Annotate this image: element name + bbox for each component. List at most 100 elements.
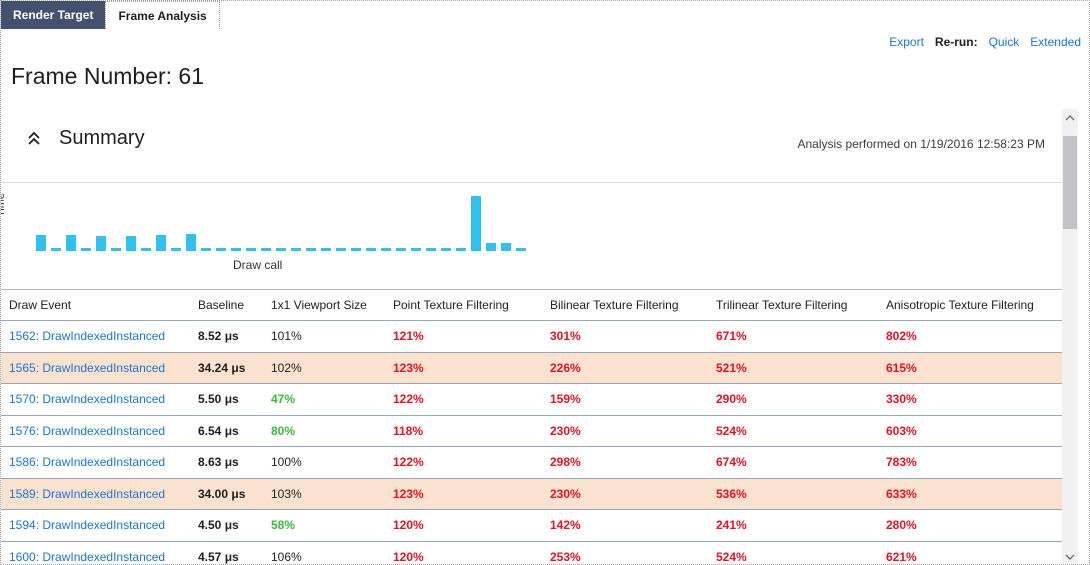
chart-bar[interactable] [66,235,76,251]
draw-event-link[interactable]: 1576: DrawIndexedInstanced [9,423,166,438]
trilinear-cell: 521% [716,360,747,375]
chart-bar[interactable] [111,248,121,251]
trilinear-cell: 290% [716,392,747,407]
point-cell: 120% [393,549,424,564]
trilinear-cell: 536% [716,486,747,501]
table-row[interactable]: 1586: DrawIndexedInstanced 8.63 μs 100% 122… [1,447,1064,479]
draw-event-link[interactable]: 1600: DrawIndexedInstanced [9,549,166,564]
chart-bar[interactable] [231,248,241,251]
baseline-cell: 34.24 μs [198,360,246,375]
collapse-chevrons-icon[interactable] [25,131,43,147]
chart-bar[interactable] [156,235,166,251]
chart-bar[interactable] [276,248,286,251]
table-row[interactable]: 1570: DrawIndexedInstanced 5.50 μs 47% 122%… [1,384,1064,416]
chart-bar[interactable] [81,248,91,251]
chart-bar[interactable] [246,248,256,251]
chart-bar[interactable] [186,234,196,251]
bilinear-cell: 159% [550,392,581,407]
viewport-cell: 103% [271,486,302,501]
table-header-row: Draw Event Baseline 1x1 Viewport Size Point… [1,289,1064,321]
vertical-scrollbar[interactable] [1062,109,1078,564]
point-cell: 118% [393,423,424,438]
bilinear-cell: 142% [550,518,581,533]
chart-bar[interactable] [516,248,526,251]
chart-bar[interactable] [216,248,226,251]
table-row[interactable]: 1600: DrawIndexedInstanced 4.57 μs 106% 120… [1,541,1064,564]
point-cell: 122% [393,392,424,407]
chart-bar[interactable] [126,236,136,251]
chart-bar[interactable] [426,248,436,251]
point-cell: 123% [393,360,424,375]
chart-bar[interactable] [171,248,181,251]
chart-bar[interactable] [261,248,271,251]
draw-event-link[interactable]: 1594: DrawIndexedInstanced [9,518,166,533]
chart-bar[interactable] [501,243,511,251]
tab-frame-analysis[interactable]: Frame Analysis [105,1,220,29]
bilinear-cell: 226% [550,360,581,375]
chart-bar[interactable] [381,248,391,251]
baseline-cell: 4.57 μs [198,549,239,564]
column-header: Trilinear Texture Filtering [716,298,848,312]
column-header: Bilinear Texture Filtering [550,298,679,312]
draw-event-link[interactable]: 1586: DrawIndexedInstanced [9,455,166,470]
chart-bar[interactable] [306,248,316,251]
viewport-cell: 102% [271,360,302,375]
bilinear-cell: 298% [550,455,581,470]
viewport-cell: 100% [271,455,302,470]
column-header: Anisotropic Texture Filtering [886,298,1034,312]
tab-render-target[interactable]: Render Target [1,1,106,29]
chart-bar[interactable] [366,248,376,251]
table-body: 1562: DrawIndexedInstanced 8.52 μs 101% 121… [1,321,1064,564]
baseline-cell: 34.00 μs [198,486,246,501]
viewport-cell: 58% [271,518,296,533]
chart-y-axis-label: Time [0,192,7,217]
scroll-up-icon[interactable] [1062,109,1078,126]
chart-x-axis-label: Draw call [233,258,283,272]
chart-bar[interactable] [456,248,466,251]
chart-bar[interactable] [321,248,331,251]
rerun-extended-link[interactable]: Extended [1030,35,1081,49]
anisotropic-cell: 280% [886,518,917,533]
baseline-cell: 4.50 μs [198,518,239,533]
chart-bar[interactable] [141,248,151,251]
chart-bar[interactable] [411,248,421,251]
table-row[interactable]: 1565: DrawIndexedInstanced 34.24 μs 102% 12… [1,352,1064,384]
chart-bar[interactable] [291,248,301,251]
draw-event-link[interactable]: 1565: DrawIndexedInstanced [9,360,166,375]
anisotropic-cell: 621% [886,549,917,564]
bilinear-cell: 253% [550,549,581,564]
chart-bar[interactable] [396,248,406,251]
chart-bar[interactable] [201,248,211,251]
table-row[interactable]: 1589: DrawIndexedInstanced 34.00 μs 103% 12… [1,478,1064,510]
export-link[interactable]: Export [889,35,924,49]
chart-bar[interactable] [96,236,106,251]
draw-event-link[interactable]: 1570: DrawIndexedInstanced [9,392,166,407]
table-row[interactable]: 1576: DrawIndexedInstanced 6.54 μs 80% 118%… [1,415,1064,447]
table-row[interactable]: 1562: DrawIndexedInstanced 8.52 μs 101% 121… [1,321,1064,353]
scroll-down-icon[interactable] [1062,548,1078,564]
chart-bar[interactable] [441,248,451,251]
draw-event-table: Draw Event Baseline 1x1 Viewport Size Point… [1,289,1064,564]
viewport-cell: 106% [271,549,302,564]
scrollbar-thumb[interactable] [1063,136,1077,229]
column-header: 1x1 Viewport Size [271,298,367,312]
chart-bar[interactable] [336,248,346,251]
column-header: Draw Event [9,298,72,312]
draw-event-link[interactable]: 1562: DrawIndexedInstanced [9,329,166,344]
anisotropic-cell: 615% [886,360,917,375]
baseline-cell: 8.63 μs [198,455,239,470]
draw-event-link[interactable]: 1589: DrawIndexedInstanced [9,486,166,501]
rerun-quick-link[interactable]: Quick [988,35,1020,49]
chart-bar[interactable] [486,243,496,251]
trilinear-cell: 524% [716,549,747,564]
baseline-cell: 6.54 μs [198,423,239,438]
chart-bar[interactable] [471,196,481,251]
table-row[interactable]: 1594: DrawIndexedInstanced 4.50 μs 58% 120%… [1,510,1064,542]
chart-bar[interactable] [51,248,61,251]
chart-bar[interactable] [351,248,361,251]
chart-bar[interactable] [36,235,46,251]
toolbar: Export Re-run: Quick Extended [889,35,1081,49]
point-cell: 122% [393,455,424,470]
viewport-cell: 47% [271,392,296,407]
